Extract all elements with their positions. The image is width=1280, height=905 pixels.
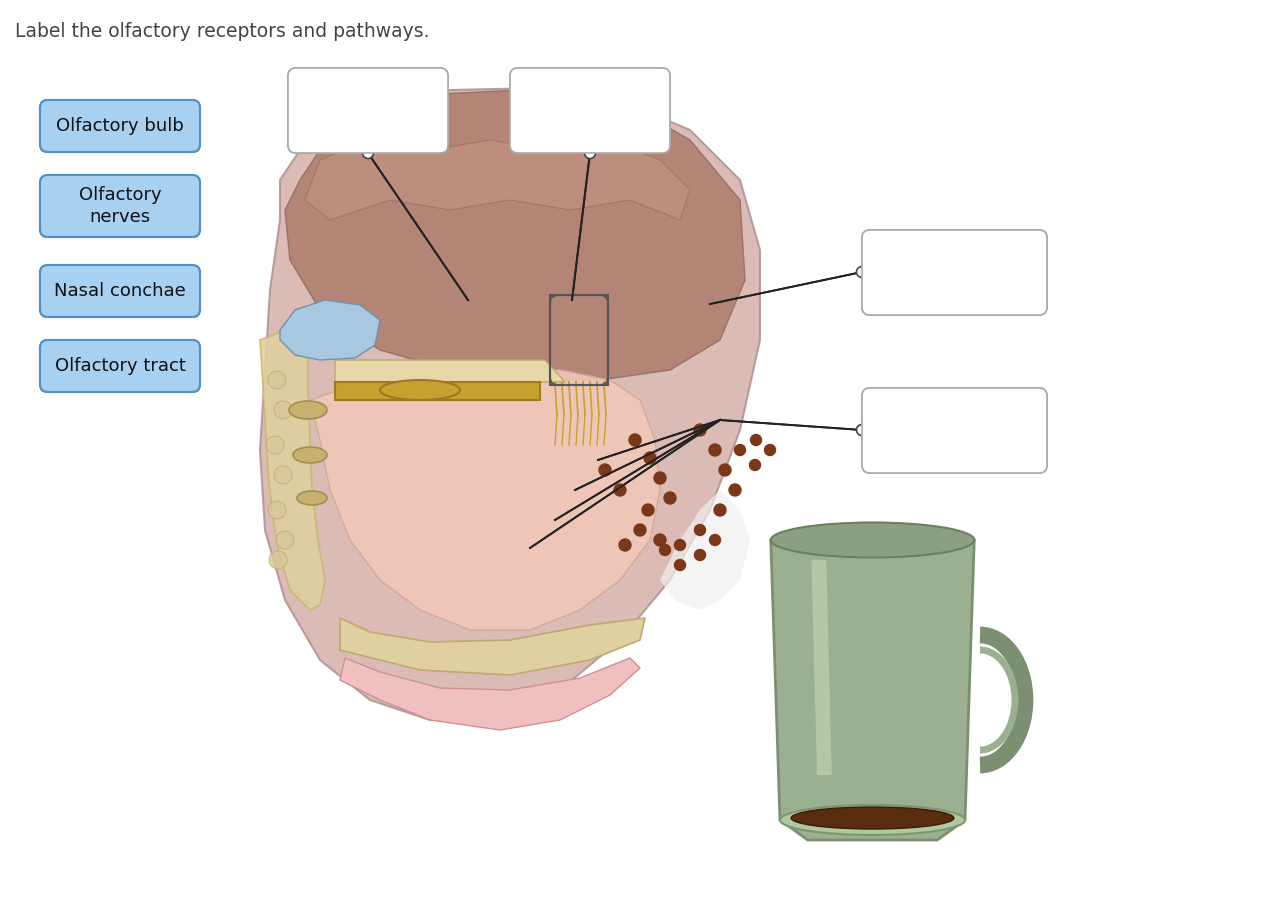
Ellipse shape [771,522,974,557]
FancyBboxPatch shape [861,388,1047,473]
Text: Olfactory bulb: Olfactory bulb [56,117,184,135]
Circle shape [750,460,760,471]
Circle shape [654,534,666,546]
FancyBboxPatch shape [40,340,200,392]
Circle shape [695,525,705,536]
Polygon shape [260,330,325,610]
FancyBboxPatch shape [40,100,200,152]
Circle shape [276,531,294,549]
Ellipse shape [289,401,326,419]
Polygon shape [335,360,564,382]
Circle shape [709,444,721,456]
FancyBboxPatch shape [288,68,448,153]
Ellipse shape [791,807,954,829]
Text: Nasal conchae: Nasal conchae [54,282,186,300]
FancyBboxPatch shape [509,68,669,153]
Text: Olfactory bulb: Olfactory bulb [56,117,184,135]
Circle shape [266,436,284,454]
FancyBboxPatch shape [861,388,1047,473]
Circle shape [628,434,641,446]
Polygon shape [771,540,974,840]
Ellipse shape [297,491,326,505]
FancyBboxPatch shape [40,340,200,392]
Text: Olfactory
nerves: Olfactory nerves [78,186,161,226]
Ellipse shape [780,805,965,835]
Ellipse shape [380,380,460,400]
Circle shape [664,492,676,504]
Circle shape [274,466,292,484]
FancyBboxPatch shape [509,68,669,153]
Polygon shape [340,658,640,730]
Circle shape [695,549,705,560]
Polygon shape [660,490,750,610]
Text: Olfactory tract: Olfactory tract [55,357,186,375]
Circle shape [856,424,868,435]
Circle shape [268,501,285,519]
Polygon shape [305,140,690,220]
Polygon shape [340,618,645,675]
Text: Olfactory
nerves: Olfactory nerves [78,186,161,226]
Polygon shape [285,90,745,380]
Polygon shape [812,560,832,775]
Polygon shape [335,382,540,400]
FancyBboxPatch shape [40,100,200,152]
FancyBboxPatch shape [288,68,448,153]
Text: Olfactory tract: Olfactory tract [55,357,186,375]
Circle shape [858,425,867,435]
Circle shape [643,504,654,516]
Circle shape [644,452,657,464]
FancyBboxPatch shape [40,175,200,237]
Circle shape [675,559,686,570]
Circle shape [735,444,745,455]
Ellipse shape [293,447,326,463]
Circle shape [269,551,287,569]
Circle shape [694,424,707,436]
Circle shape [719,464,731,476]
Circle shape [585,148,595,158]
Circle shape [585,148,595,158]
Circle shape [709,535,721,546]
Circle shape [654,472,666,484]
Circle shape [856,266,868,278]
Circle shape [274,401,292,419]
Polygon shape [310,365,660,630]
Polygon shape [280,300,380,360]
Circle shape [858,267,867,277]
Circle shape [714,504,726,516]
Circle shape [362,148,374,158]
FancyBboxPatch shape [40,175,200,237]
Text: Label the olfactory receptors and pathways.: Label the olfactory receptors and pathwa… [15,22,430,41]
Circle shape [599,464,611,476]
FancyBboxPatch shape [40,265,200,317]
Text: Nasal conchae: Nasal conchae [54,282,186,300]
FancyBboxPatch shape [40,265,200,317]
Circle shape [364,148,372,158]
Circle shape [730,484,741,496]
Circle shape [614,484,626,496]
Circle shape [268,371,285,389]
Circle shape [620,539,631,551]
FancyBboxPatch shape [861,230,1047,315]
Circle shape [750,434,762,445]
Circle shape [634,524,646,536]
Circle shape [675,539,686,550]
Polygon shape [260,88,760,720]
FancyBboxPatch shape [861,230,1047,315]
Circle shape [764,444,776,455]
Circle shape [659,545,671,556]
